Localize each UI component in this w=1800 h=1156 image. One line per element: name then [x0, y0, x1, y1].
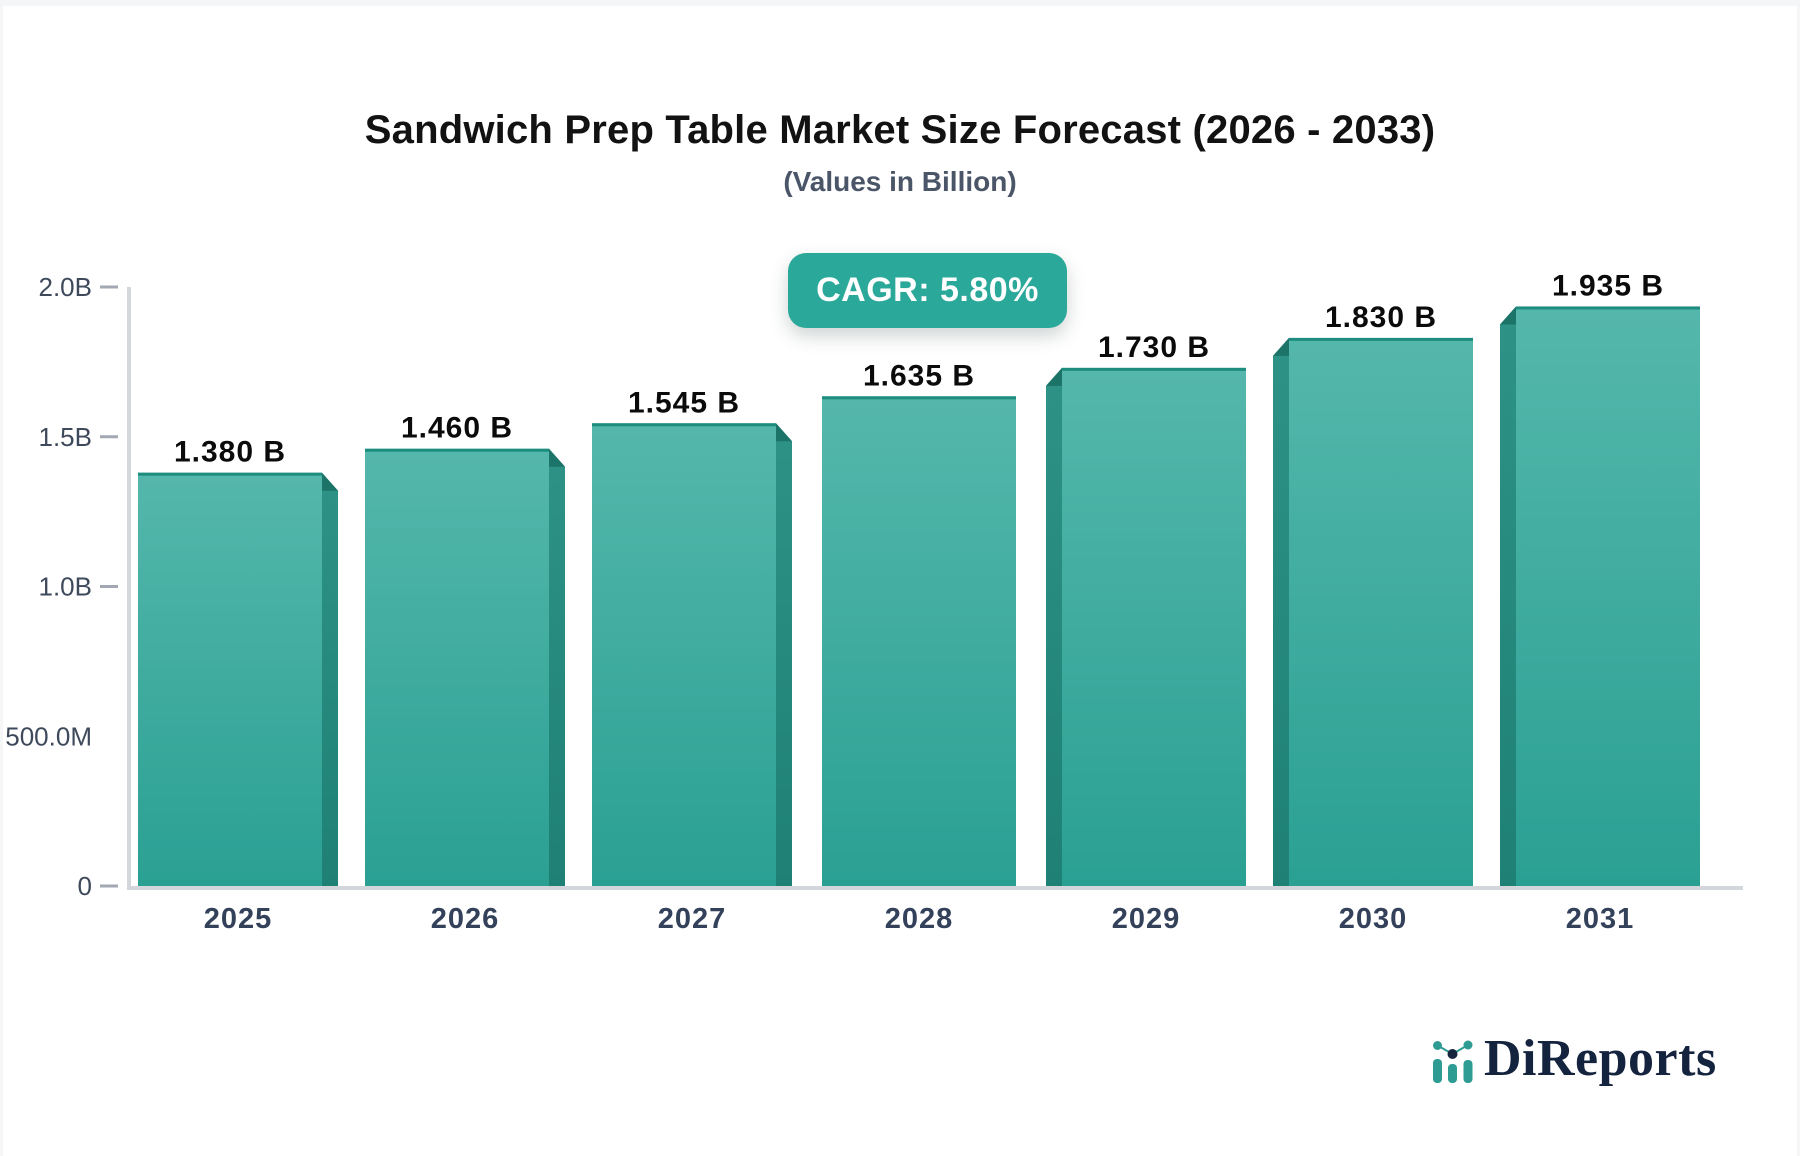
bar-top-edge: [592, 423, 776, 427]
bar-value-label: 1.545 B: [628, 386, 740, 419]
y-tick-dash: [100, 585, 118, 588]
bar-front-face-2029: [1062, 367, 1246, 886]
bar-top-edge: [1062, 367, 1246, 371]
bar-value-label: 1.830 B: [1325, 301, 1437, 334]
cagr-badge: CAGR: 5.80%: [788, 253, 1067, 328]
x-axis-label: 2029: [1112, 903, 1181, 935]
x-axis-label: 2031: [1566, 903, 1635, 935]
y-tick-label: 1.5B: [39, 422, 93, 452]
bar-top-edge: [1289, 337, 1473, 341]
logo-dot-left: [1433, 1041, 1442, 1050]
direports-logo: DiReports: [1433, 1033, 1717, 1085]
x-axis-line: [127, 886, 1743, 890]
x-axis-label: 2027: [658, 903, 727, 935]
logo-dot-right: [1463, 1040, 1473, 1050]
direports-logo-icon: [1433, 1040, 1473, 1083]
bar-value-label: 1.635 B: [863, 359, 975, 392]
direports-logo-text: DiReports: [1484, 1030, 1717, 1087]
y-tick-label: 0: [78, 871, 92, 901]
bar-side-face: [1273, 337, 1289, 886]
bar-side-face: [1500, 306, 1516, 886]
page-edge-left: [0, 0, 3, 1156]
page-edge-top: [0, 0, 1800, 6]
bar-bevel: [549, 448, 565, 467]
bar-value-label: 1.730 B: [1098, 331, 1210, 364]
bar-side-face: [549, 448, 565, 886]
y-tick-dash: [100, 884, 118, 888]
bar-bevel: [776, 423, 792, 442]
bar-bevel: [1046, 367, 1062, 386]
bar-front-face-2025: [138, 472, 322, 886]
bar-top-edge: [365, 448, 549, 452]
bar-top-edge: [822, 396, 1016, 400]
y-tick-label: 2.0B: [39, 272, 93, 302]
bar-front-face-2028: [822, 396, 1016, 886]
bar-bevel: [322, 472, 338, 491]
logo-bar-middle: [1448, 1064, 1457, 1083]
bar-value-label: 1.935 B: [1552, 269, 1664, 302]
bar-side-face: [322, 472, 338, 886]
y-tick-label: 500.0M: [5, 721, 92, 751]
bar-bevel: [1273, 337, 1289, 356]
bar-front-face-2030: [1289, 337, 1473, 886]
x-axis-label: 2026: [431, 903, 500, 935]
bar-bevel: [1500, 306, 1516, 325]
bar-value-label: 1.460 B: [401, 412, 513, 445]
x-axis-label: 2025: [204, 903, 273, 935]
y-tick-dash: [100, 285, 118, 289]
bar-front-face-2026: [365, 448, 549, 886]
bar-side-face: [1046, 367, 1062, 886]
chart-subtitle: (Values in Billion): [783, 166, 1017, 197]
bar-top-edge: [1516, 306, 1700, 310]
x-axis-label: 2028: [885, 903, 954, 935]
bar-top-edge: [138, 472, 322, 476]
y-axis-line: [127, 287, 131, 890]
page-edge-right: [1797, 0, 1800, 1156]
bar-value-label: 1.380 B: [174, 436, 286, 469]
bar-side-face: [776, 423, 792, 886]
y-tick-label: 1.0B: [39, 572, 93, 602]
cagr-badge-label: CAGR: 5.80%: [816, 271, 1039, 309]
logo-bar-left: [1433, 1059, 1442, 1083]
bar-front-face-2031: [1516, 306, 1700, 886]
chart-title: Sandwich Prep Table Market Size Forecast…: [364, 108, 1436, 152]
logo-dot-middle: [1447, 1049, 1458, 1059]
y-tick-dash: [100, 435, 118, 439]
x-axis-label: 2030: [1339, 903, 1408, 935]
logo-bar-right: [1463, 1060, 1473, 1083]
bar-front-face-2027: [592, 423, 776, 886]
